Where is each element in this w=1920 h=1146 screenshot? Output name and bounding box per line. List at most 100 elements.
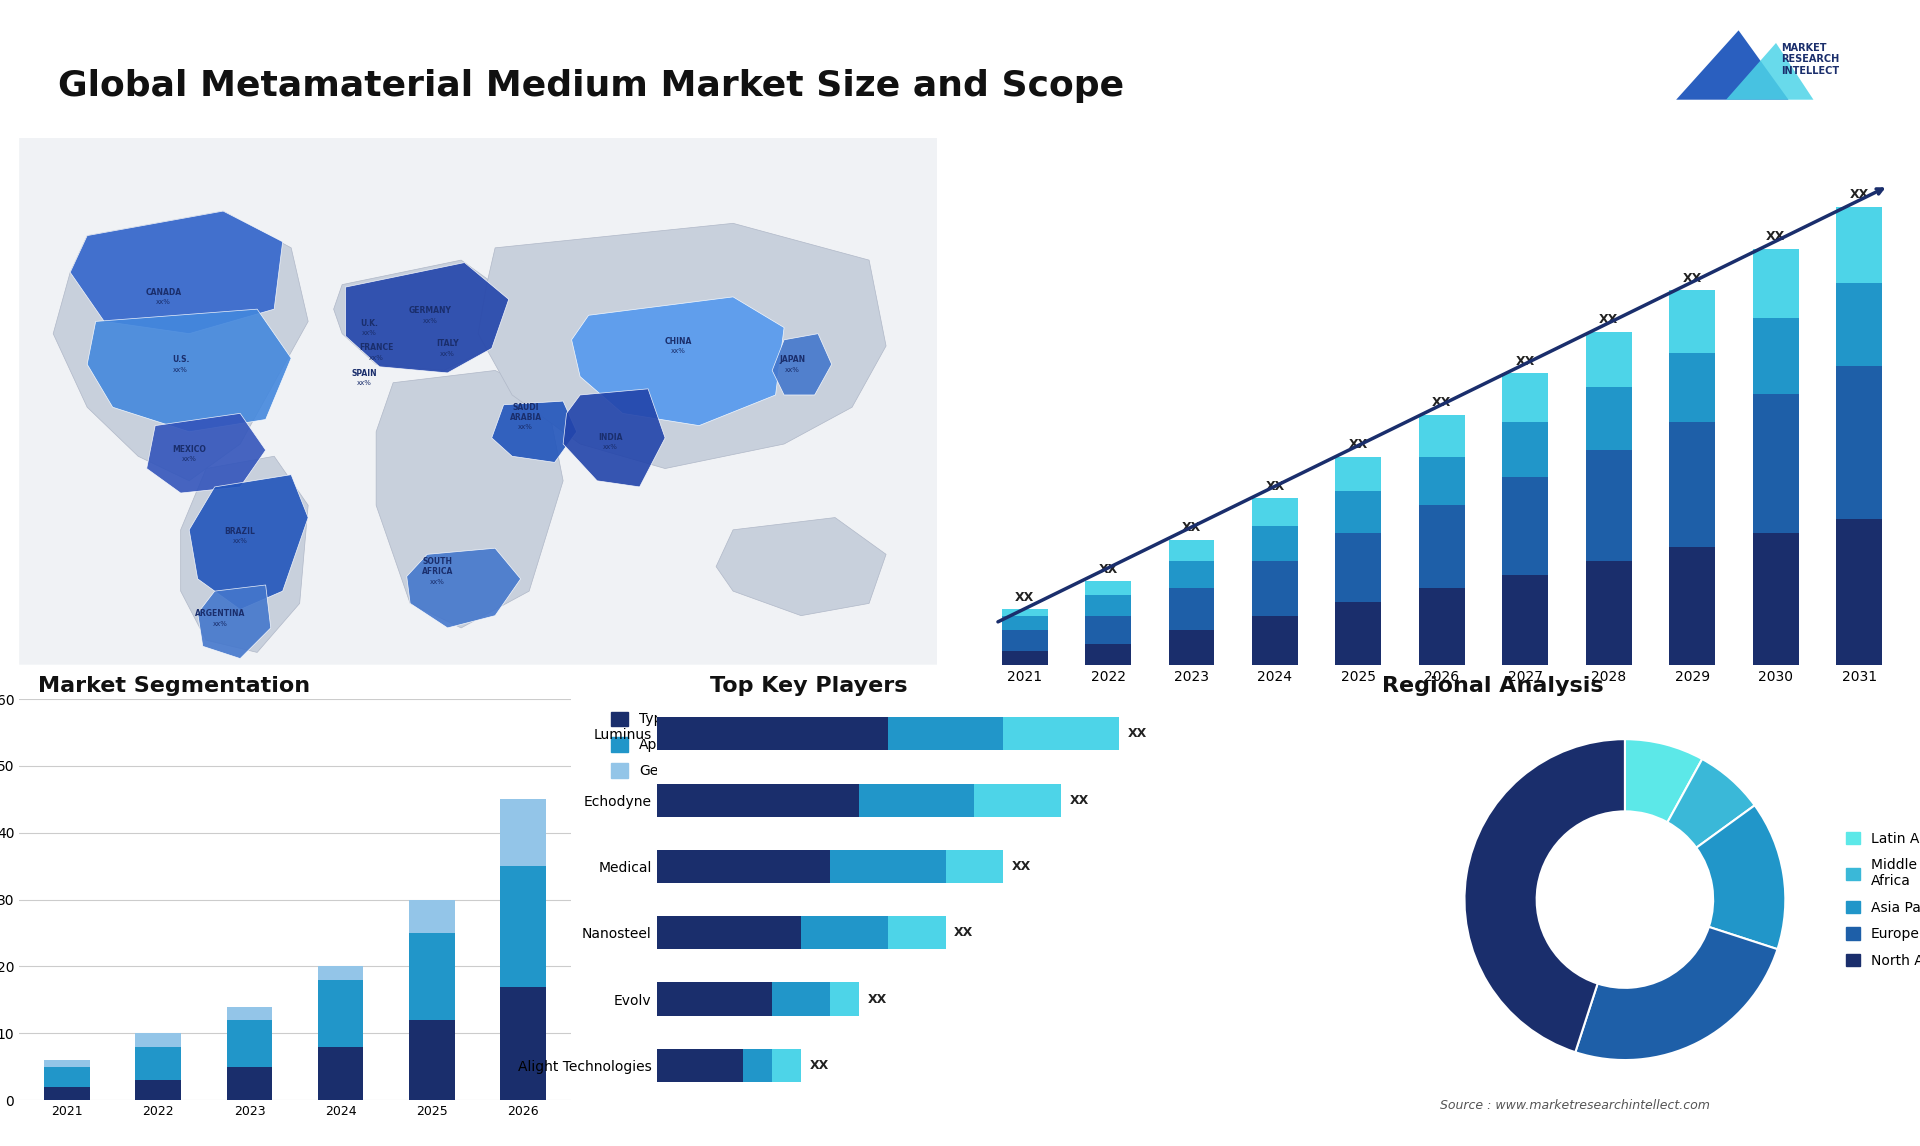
Bar <box>1004 717 1119 751</box>
Bar <box>1002 630 1048 651</box>
Bar <box>657 1049 743 1082</box>
Bar <box>136 1046 180 1080</box>
Bar <box>1836 207 1882 283</box>
Text: xx%: xx% <box>672 348 685 354</box>
Polygon shape <box>54 211 307 481</box>
Bar <box>136 1034 180 1046</box>
Text: SPAIN: SPAIN <box>351 369 376 378</box>
Text: xx%: xx% <box>603 444 618 450</box>
Text: xx%: xx% <box>518 424 534 431</box>
Bar <box>657 850 829 884</box>
Bar <box>319 980 363 1046</box>
Bar <box>501 987 545 1100</box>
Text: XX: XX <box>1432 397 1452 409</box>
Text: xx%: xx% <box>156 299 171 305</box>
Text: xx%: xx% <box>369 354 384 361</box>
Text: U.S.: U.S. <box>173 355 190 364</box>
Text: U.K.: U.K. <box>361 319 378 328</box>
Bar <box>1169 588 1215 630</box>
Bar <box>1668 353 1715 422</box>
Bar <box>657 982 772 1015</box>
Text: Source : www.marketresearchintellect.com: Source : www.marketresearchintellect.com <box>1440 1099 1711 1112</box>
Bar <box>1085 617 1131 644</box>
Bar <box>1501 374 1548 422</box>
Bar <box>1501 422 1548 478</box>
Polygon shape <box>346 262 509 372</box>
Text: Top Key Players: Top Key Players <box>710 676 908 696</box>
Text: MEXICO: MEXICO <box>173 445 205 454</box>
Bar <box>829 982 858 1015</box>
Bar <box>1501 478 1548 574</box>
Wedge shape <box>1695 806 1786 949</box>
Text: XX: XX <box>1265 480 1284 493</box>
Bar <box>945 850 1004 884</box>
Bar <box>1002 610 1048 617</box>
Text: CANADA: CANADA <box>146 288 182 297</box>
Bar <box>1169 540 1215 560</box>
Bar <box>1753 394 1799 533</box>
Text: Global Metamaterial Medium Market Size and Scope: Global Metamaterial Medium Market Size a… <box>58 69 1123 103</box>
Polygon shape <box>71 211 282 333</box>
Text: xx%: xx% <box>213 620 227 627</box>
FancyBboxPatch shape <box>19 138 937 665</box>
Text: XX: XX <box>1183 521 1202 534</box>
Text: XX: XX <box>1515 355 1534 368</box>
Bar <box>1336 533 1380 603</box>
Bar <box>1336 456 1380 492</box>
Bar <box>136 1080 180 1100</box>
Bar <box>1002 617 1048 630</box>
Polygon shape <box>180 456 307 652</box>
Text: XX: XX <box>868 992 887 1005</box>
Text: XX: XX <box>1766 230 1786 243</box>
Text: xx%: xx% <box>440 351 455 356</box>
Bar <box>319 966 363 980</box>
Bar <box>1753 317 1799 394</box>
Polygon shape <box>376 370 563 628</box>
Bar <box>1002 651 1048 665</box>
Text: xx%: xx% <box>785 367 801 372</box>
Text: JAPAN: JAPAN <box>780 355 806 364</box>
Bar <box>772 1049 801 1082</box>
Text: FRANCE: FRANCE <box>359 343 394 352</box>
Text: SAUDI
ARABIA: SAUDI ARABIA <box>509 402 541 422</box>
Bar <box>501 800 545 866</box>
Wedge shape <box>1667 759 1755 848</box>
Text: Regional Analysis: Regional Analysis <box>1382 676 1603 696</box>
Wedge shape <box>1465 739 1624 1052</box>
Bar <box>772 982 829 1015</box>
Bar <box>1169 630 1215 665</box>
Bar <box>1668 422 1715 547</box>
Polygon shape <box>716 518 885 615</box>
Text: XX: XX <box>810 1059 829 1072</box>
Polygon shape <box>572 297 783 425</box>
Legend: Latin America, Middle East &
Africa, Asia Pacific, Europe, North America: Latin America, Middle East & Africa, Asi… <box>1841 826 1920 973</box>
Bar <box>409 1020 455 1100</box>
Polygon shape <box>492 401 576 462</box>
Polygon shape <box>190 474 307 610</box>
Bar <box>1668 547 1715 665</box>
Text: ITALY: ITALY <box>436 339 459 348</box>
Bar <box>1169 560 1215 588</box>
Text: SOUTH
AFRICA: SOUTH AFRICA <box>422 557 453 576</box>
Bar <box>1085 644 1131 665</box>
Bar <box>1753 249 1799 317</box>
Bar <box>44 1060 90 1067</box>
Polygon shape <box>1726 42 1812 100</box>
Text: MARKET
RESEARCH
INTELLECT: MARKET RESEARCH INTELLECT <box>1782 42 1839 76</box>
Bar <box>1836 367 1882 519</box>
Bar <box>1252 499 1298 526</box>
Bar <box>1252 560 1298 617</box>
Polygon shape <box>198 584 271 659</box>
Polygon shape <box>146 414 265 493</box>
Bar <box>1836 283 1882 367</box>
Bar <box>657 717 887 751</box>
Polygon shape <box>86 309 292 432</box>
Bar <box>657 916 801 949</box>
Bar <box>1836 519 1882 665</box>
Bar <box>409 933 455 1020</box>
Polygon shape <box>478 223 885 469</box>
Bar <box>743 1049 772 1082</box>
Bar <box>227 1006 273 1020</box>
Bar <box>44 1067 90 1086</box>
Bar <box>657 784 858 817</box>
